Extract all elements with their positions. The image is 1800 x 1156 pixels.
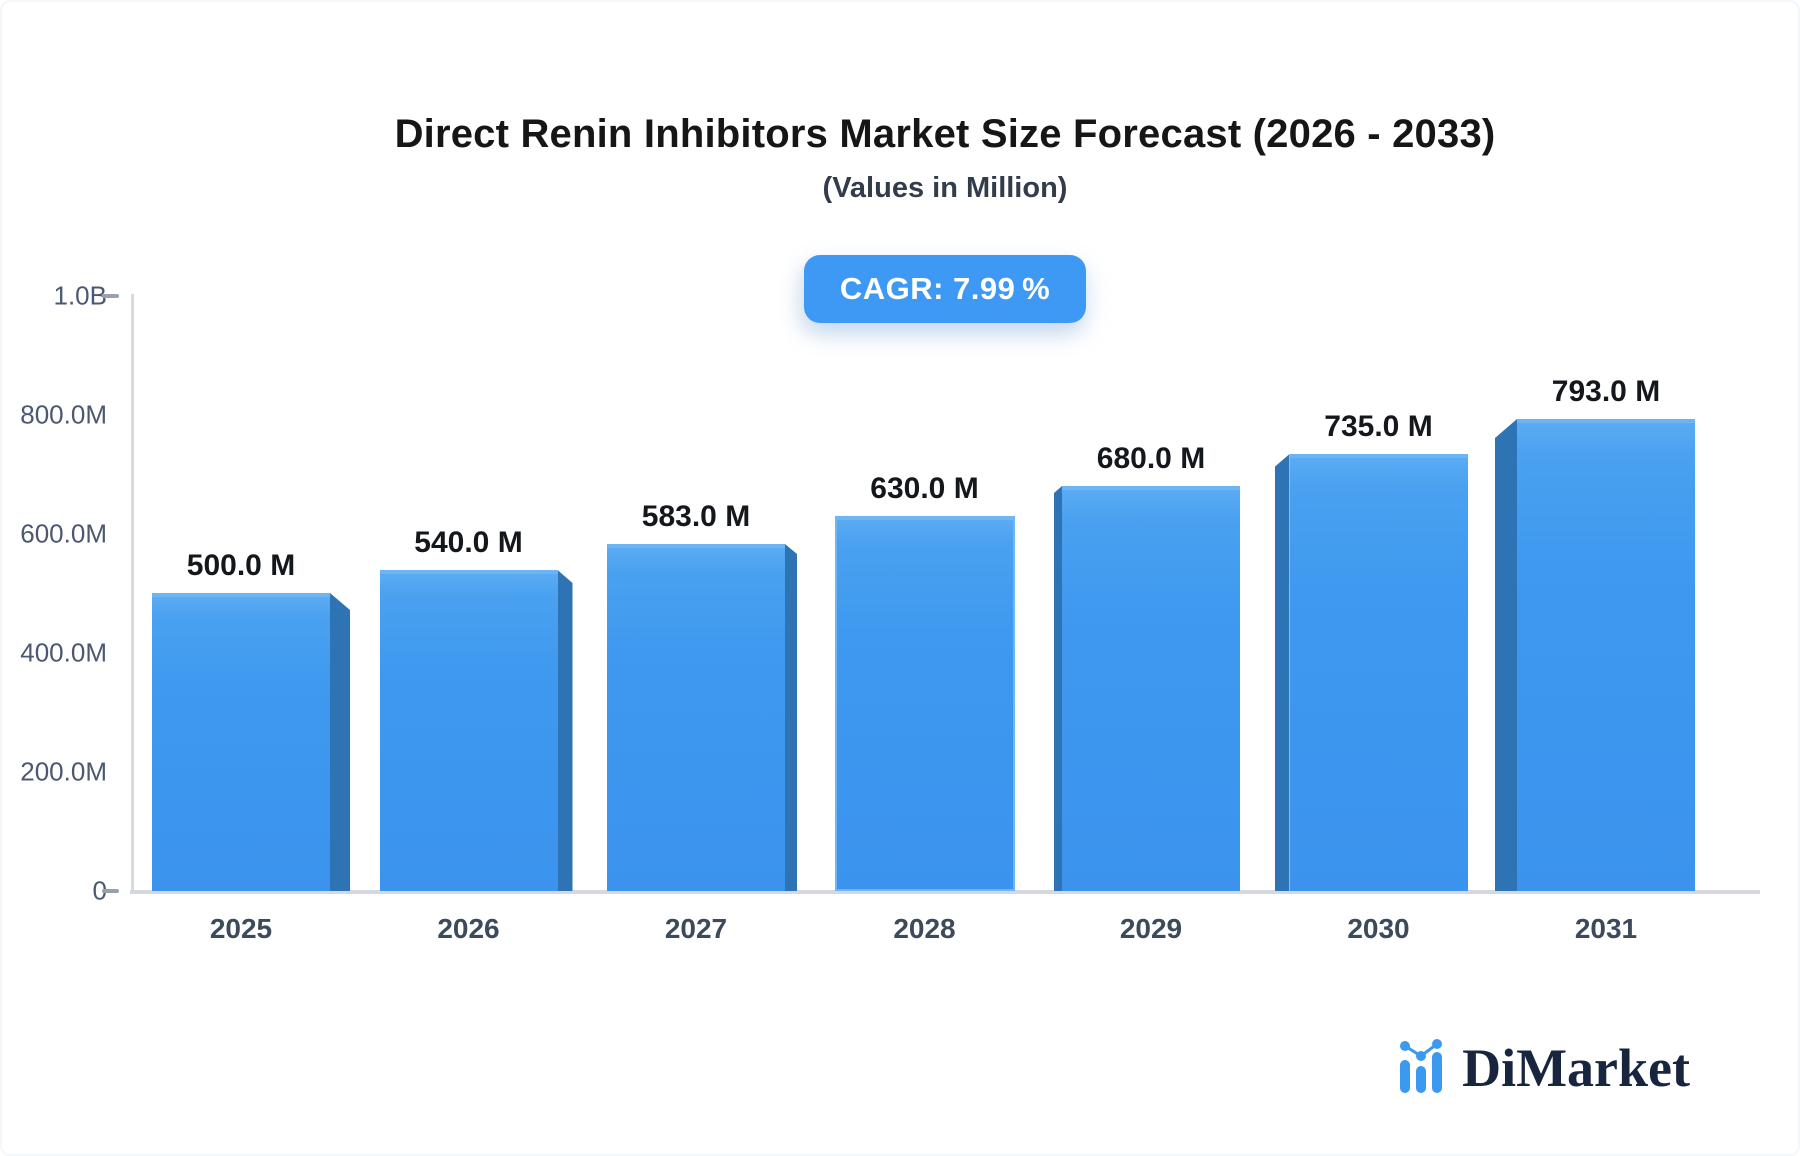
bar-value-label: 630.0 M <box>870 472 979 505</box>
x-tick-label: 2031 <box>1574 913 1638 944</box>
y-tick-label: 400.0M <box>20 637 107 668</box>
bar-value-label: 680.0 M <box>1096 442 1206 475</box>
y-tick-mark <box>102 294 119 298</box>
bar-2030[interactable] <box>1274 454 1468 891</box>
bar-2025[interactable] <box>152 593 350 891</box>
y-axis-line <box>131 294 134 891</box>
bar-face[interactable] <box>607 544 785 891</box>
bar-2028[interactable] <box>834 516 1015 891</box>
y-tick-label: 0 <box>92 875 107 906</box>
bar-2031[interactable] <box>1495 419 1695 891</box>
bar-3d-side <box>785 544 797 891</box>
bar-3d-side <box>1274 454 1290 891</box>
bar-face[interactable] <box>152 593 330 891</box>
x-axis-line <box>130 890 1760 894</box>
x-tick-label: 2027 <box>664 913 728 944</box>
chart-title: Direct Renin Inhibitors Market Size Fore… <box>394 112 1496 156</box>
bar-3d-side <box>330 593 350 891</box>
bar-face[interactable] <box>1289 454 1468 891</box>
y-tick-label: 1.0B <box>53 280 108 311</box>
bar-value-label: 793.0 M <box>1551 375 1661 408</box>
y-tick-label: 200.0M <box>20 756 107 787</box>
y-tick-mark <box>102 889 119 893</box>
x-tick-label: 2025 <box>209 913 273 944</box>
bar-2029[interactable] <box>1054 486 1240 891</box>
chart-subtitle: (Values in Million) <box>822 172 1068 204</box>
bar-face[interactable] <box>1517 419 1695 891</box>
bar-2026[interactable] <box>379 570 573 891</box>
bar-face[interactable] <box>834 516 1015 891</box>
bar-value-label: 540.0 M <box>414 526 523 559</box>
bar-face[interactable] <box>379 570 558 891</box>
bar-value-label: 500.0 M <box>186 549 296 582</box>
x-tick-label: 2026 <box>437 913 500 944</box>
cagr-badge-row: CAGR: 7.99 % <box>62 255 1798 323</box>
x-tick-label: 2029 <box>1119 913 1183 944</box>
mini-bar-line-chart-icon <box>1400 1039 1443 1093</box>
chart-header: Direct Renin Inhibitors Market Size Fore… <box>62 2 1798 205</box>
bar-3d-side <box>1495 419 1517 891</box>
x-tick-label: 2028 <box>893 913 956 944</box>
bar-value-label: 735.0 M <box>1324 410 1433 443</box>
bar-3d-side <box>557 570 573 891</box>
bar-2027[interactable] <box>607 544 797 891</box>
dimarket-logo[interactable]: DiMarket <box>1397 1038 1690 1096</box>
bar-face[interactable] <box>1062 486 1240 891</box>
logo-text: DiMarket <box>1462 1038 1690 1098</box>
y-tick-label: 800.0M <box>20 399 107 430</box>
bar-3d-side <box>1054 486 1062 891</box>
cagr-badge: CAGR: 7.99 % <box>803 255 1087 323</box>
bar-value-label: 583.0 M <box>641 500 751 533</box>
x-tick-label: 2030 <box>1347 913 1410 944</box>
y-tick-label: 600.0M <box>20 518 107 549</box>
